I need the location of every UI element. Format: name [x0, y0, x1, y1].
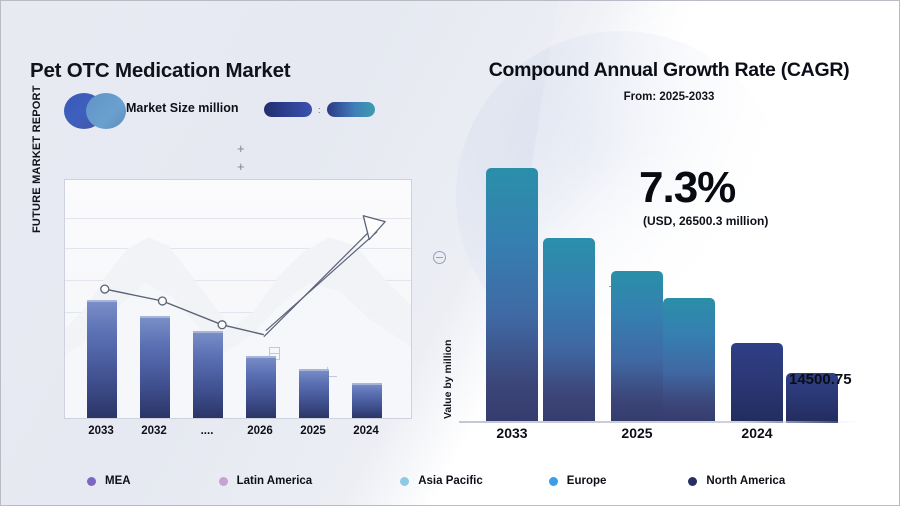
cagr-note: (USD, 26500.3 million) [643, 214, 769, 228]
legend-item-europe[interactable]: Europe [548, 475, 607, 487]
legend-label: Latin America [236, 475, 313, 487]
left-bar [246, 356, 276, 418]
right-x-label: 2033 [496, 425, 528, 441]
trend-line-and-arrow [100, 215, 386, 338]
left-x-label: .... [200, 425, 214, 437]
legend-label: North America [706, 475, 786, 487]
legend-dot-icon [400, 476, 410, 486]
left-chart-frame [64, 179, 412, 419]
left-x-label: 2026 [247, 425, 273, 437]
value-callout: 14500.75 [789, 371, 852, 388]
legend-label: MEA [105, 475, 131, 487]
legend-dot-icon [218, 476, 228, 486]
page-title: Pet OTC Medication Market [30, 59, 291, 82]
pill-swatch-one [264, 102, 312, 117]
left-bar [352, 383, 382, 418]
legend-item-north-america[interactable]: North America [688, 475, 785, 487]
left-bar [193, 331, 223, 418]
right-bar-front [486, 168, 538, 423]
gridline [65, 312, 411, 313]
header-legend-label: Market Size million [126, 101, 239, 115]
right-bar-front [731, 343, 783, 423]
left-x-label: 2025 [300, 425, 326, 437]
left-x-label: 2032 [141, 425, 167, 437]
left-panel: Pet OTC Medication Market Market Size mi… [1, 1, 461, 505]
venn-circles-icon [64, 93, 126, 129]
right-x-label: 2024 [741, 425, 773, 441]
y-axis-label-left: FUTURE MARKET REPORT [31, 85, 43, 233]
cagr-title: Compound Annual Growth Rate (CAGR) [488, 59, 850, 81]
gridline [65, 280, 411, 281]
legend-label: Asia Pacific [418, 475, 483, 487]
right-chart-baseline [459, 421, 861, 423]
right-bars-layer [451, 1, 899, 423]
gridline [65, 218, 411, 219]
legend-dot-icon [548, 476, 558, 486]
legend-dot-icon [87, 476, 96, 486]
legend-label: Europe [566, 475, 607, 487]
left-x-label: 2024 [353, 425, 379, 437]
pill-separator: : [318, 104, 321, 115]
venn-circle-light [86, 93, 126, 129]
legend-item-mea[interactable]: MEA [87, 475, 131, 487]
cagr-subtitle: From: 2025-2033 [623, 91, 715, 103]
right-x-label: 2025 [621, 425, 653, 441]
plus-marks-decor: + + [237, 141, 245, 174]
left-bar [87, 300, 117, 418]
legend-dot-icon [688, 476, 698, 486]
right-bar-front [611, 271, 663, 423]
legend-item-latin-america[interactable]: Latin America [218, 475, 313, 487]
right-bar-back [663, 298, 715, 423]
pill-swatch-two [326, 102, 375, 117]
left-bar [299, 369, 329, 418]
right-bar-back [543, 238, 595, 423]
legend-item-asia-pacific[interactable]: Asia Pacific [400, 475, 483, 487]
minus-circle-icon [433, 251, 446, 264]
pill-group: : [264, 102, 375, 117]
right-panel: Compound Annual Growth Rate (CAGR) From:… [451, 1, 899, 505]
cagr-value: 7.3% [639, 163, 736, 212]
gridline [65, 248, 411, 249]
series-legend: MEA Latin America Asia Pacific Europe North … [1, 475, 899, 487]
left-x-label: 2033 [88, 425, 114, 437]
left-bar [140, 316, 170, 418]
right-bar-back [786, 373, 838, 423]
